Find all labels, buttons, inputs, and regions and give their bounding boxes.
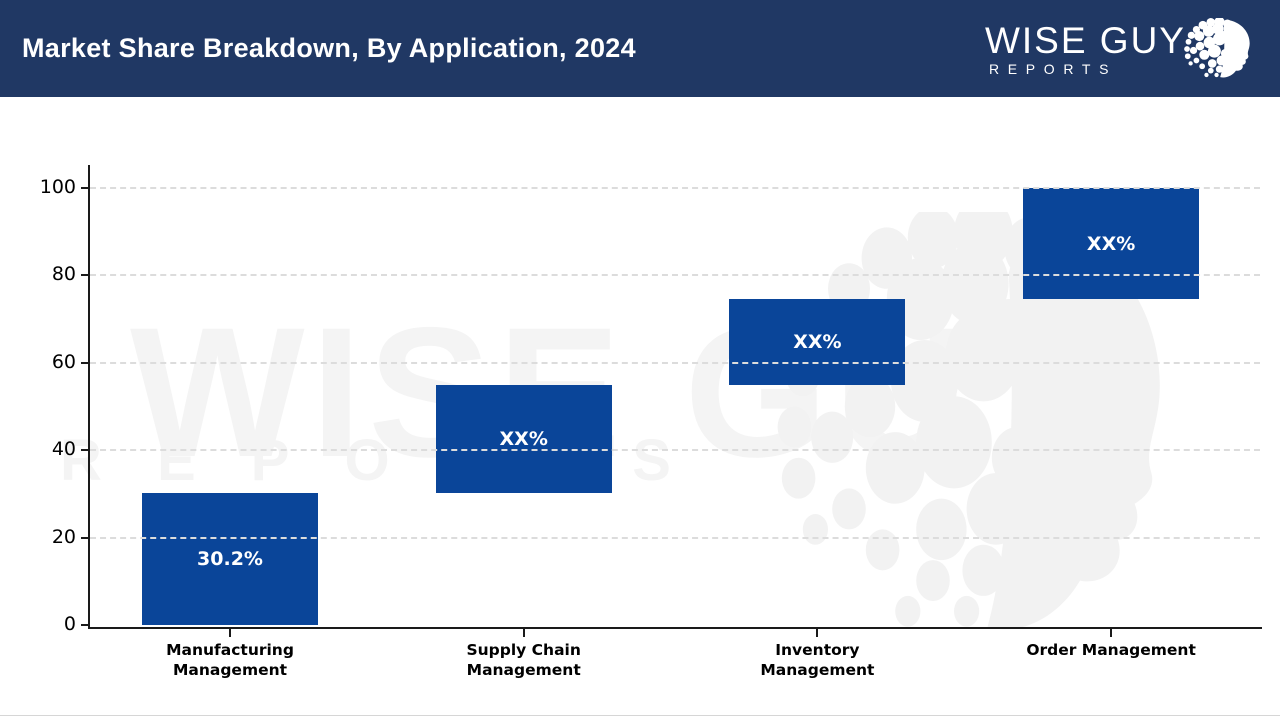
logo-wordmark: WISE GUY — [984, 19, 1186, 61]
bar-supply-chain-management: XX% — [435, 384, 612, 494]
y-gridline-40 — [90, 449, 1260, 452]
bar-value-label-manufacturing-management: 30.2% — [197, 548, 263, 570]
y-tick-80 — [81, 274, 90, 277]
x-label-inventory-management: Inventory Management — [760, 641, 875, 679]
logo-text: WISE GUY REPORTS — [985, 22, 1186, 76]
x-tick-order-management — [1110, 629, 1113, 637]
bar-order-management: XX% — [1023, 188, 1200, 300]
y-tick-100 — [81, 187, 90, 189]
y-tick-label-60: 60 — [51, 350, 76, 373]
x-tick-inventory-management — [816, 629, 819, 637]
header: Market Share Breakdown, By Application, … — [0, 0, 1280, 97]
y-tick-label-100: 100 — [39, 176, 76, 198]
x-label-supply-chain-management: Supply Chain Management — [466, 641, 581, 679]
bar-manufacturing-management: 30.2% — [142, 493, 318, 625]
x-tick-supply-chain-management — [522, 629, 525, 637]
x-label-manufacturing-management: Manufacturing Management — [166, 641, 294, 679]
y-tick-40 — [81, 449, 90, 452]
y-tick-label-20: 20 — [51, 525, 76, 548]
page-title: Market Share Breakdown, By Application, … — [22, 33, 636, 63]
y-tick-label-80: 80 — [51, 263, 76, 286]
x-tick-manufacturing-management — [229, 629, 231, 637]
bar-value-label-supply-chain-management: XX% — [499, 427, 548, 450]
y-tick-label-40: 40 — [51, 438, 76, 461]
y-tick-label-0: 0 — [63, 613, 76, 635]
wiseguy-logo: WISE GUY REPORTS — [985, 17, 1254, 80]
y-gridline-80 — [90, 274, 1260, 277]
x-axis-line — [88, 627, 1262, 629]
logo-subtext: REPORTS — [988, 60, 1118, 77]
y-gridline-20 — [90, 536, 1260, 539]
x-label-order-management: Order Management — [1026, 641, 1196, 659]
bar-value-label-inventory-management: XX% — [793, 331, 842, 354]
y-tick-20 — [81, 536, 90, 539]
y-gridline-100 — [90, 187, 1260, 189]
footer-divider — [0, 715, 1280, 716]
y-axis-line — [88, 165, 90, 627]
y-tick-0 — [81, 624, 90, 626]
bar-value-label-order-management: XX% — [1086, 232, 1136, 255]
y-tick-60 — [81, 361, 90, 364]
y-gridline-60 — [90, 361, 1260, 364]
bar-inventory-management: XX% — [729, 299, 906, 385]
